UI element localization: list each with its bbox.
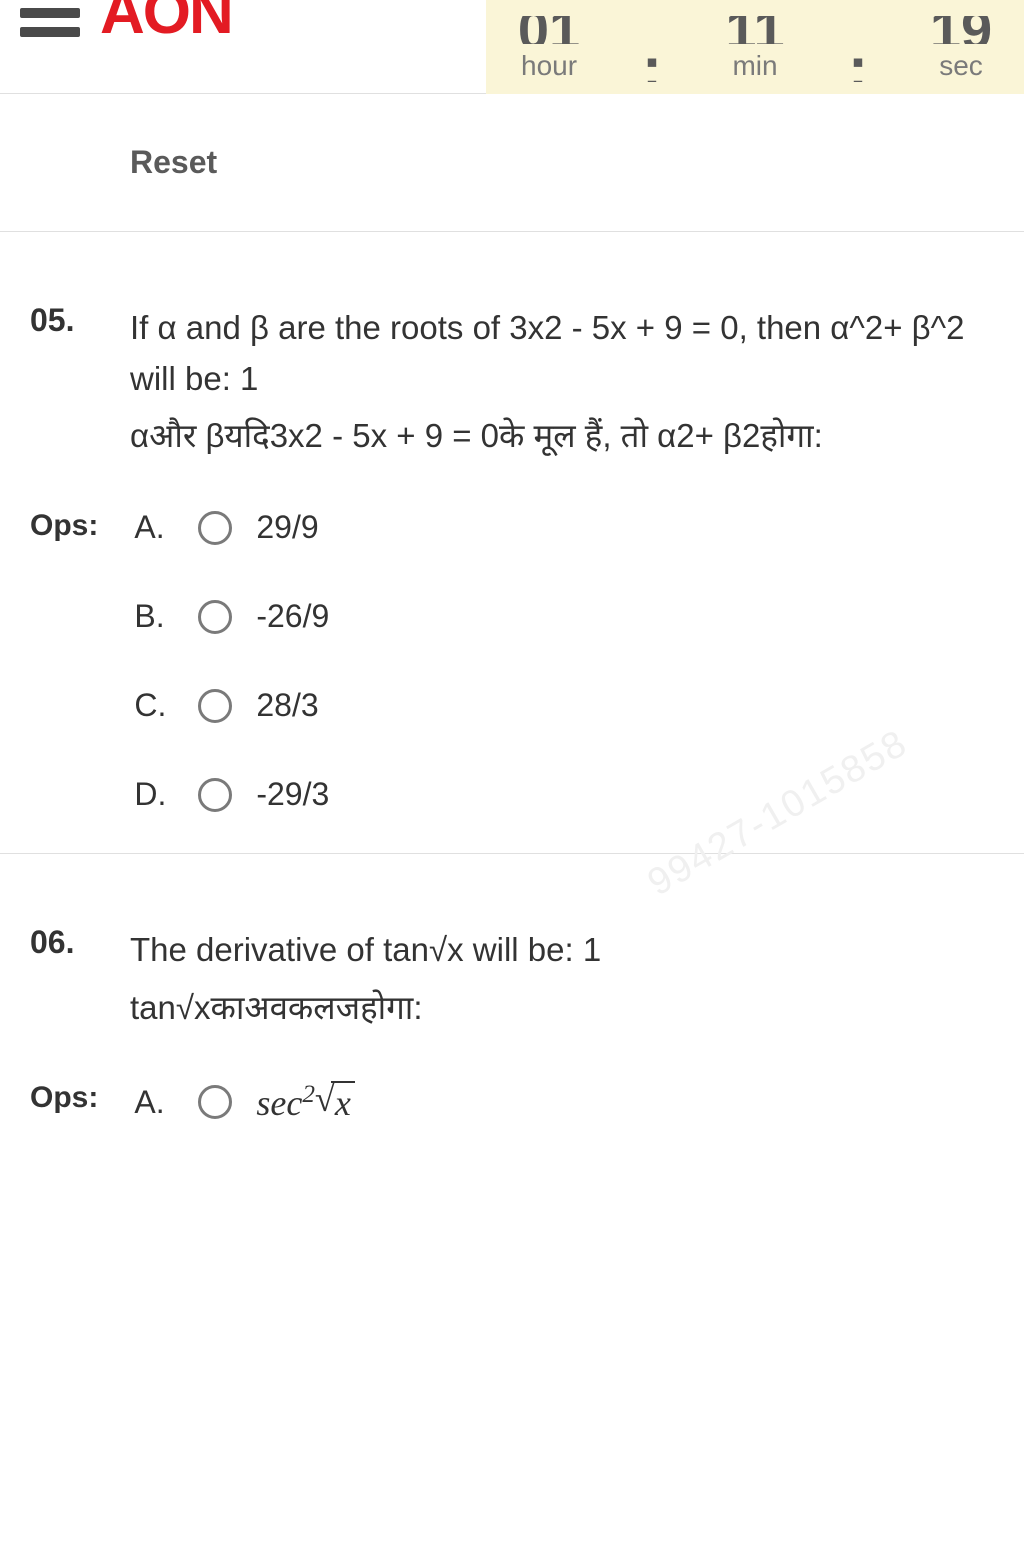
question-row: 06. The derivative of tan√x will be: 1 t…	[30, 924, 994, 1032]
option-text: 29/9	[256, 509, 318, 546]
option-d[interactable]: D. -29/3	[134, 776, 994, 813]
option-text: sec2√x	[256, 1081, 355, 1124]
logo: AON	[100, 0, 232, 37]
question-text-en: If α and β are the roots of 3x2 - 5x + 9…	[130, 302, 994, 404]
question-row: 05. If α and β are the roots of 3x2 - 5x…	[30, 302, 994, 461]
header-bar: AON 01 hour : 11 min : 19 sec	[0, 0, 1024, 94]
option-b[interactable]: B. -26/9	[134, 598, 994, 635]
question-number: 05.	[30, 302, 90, 461]
radio-icon[interactable]	[198, 778, 232, 812]
timer-hour-label: hour	[504, 50, 594, 82]
question-body: The derivative of tan√x will be: 1 tan√x…	[130, 924, 994, 1032]
timer-box: 01 hour : 11 min : 19 sec	[486, 0, 1024, 94]
option-letter: A.	[134, 509, 174, 546]
timer-sec: 19 sec	[916, 16, 1006, 82]
option-letter: A.	[134, 1084, 174, 1121]
timer-sec-label: sec	[916, 50, 1006, 82]
radio-icon[interactable]	[198, 1085, 232, 1119]
question-text-hi: tan√xकाअवकलजहोगा:	[130, 982, 994, 1033]
radio-icon[interactable]	[198, 511, 232, 545]
options-list: A. sec2√x	[134, 1081, 994, 1124]
timer-sep: :	[848, 54, 868, 82]
ops-label: Ops:	[30, 1081, 98, 1124]
options-list: A. 29/9 B. -26/9 C. 28/3 D. -29/3	[134, 509, 994, 813]
reset-section: Reset	[0, 94, 1024, 232]
option-text: -26/9	[256, 598, 329, 635]
option-a[interactable]: A. 29/9	[134, 509, 994, 546]
timer-min: 11 min	[710, 16, 800, 82]
timer-min-value: 11	[710, 16, 800, 44]
ops-row: Ops: A. sec2√x	[30, 1081, 994, 1124]
ops-label: Ops:	[30, 509, 98, 813]
question-number: 06.	[30, 924, 90, 1032]
option-letter: C.	[134, 687, 174, 724]
option-letter: B.	[134, 598, 174, 635]
question-05-section: 99427-1015858 05. If α and β are the roo…	[0, 232, 1024, 854]
option-c[interactable]: C. 28/3	[134, 687, 994, 724]
option-letter: D.	[134, 776, 174, 813]
reset-button[interactable]: Reset	[130, 144, 217, 181]
question-text-en: The derivative of tan√x will be: 1	[130, 924, 994, 975]
question-body: If α and β are the roots of 3x2 - 5x + 9…	[130, 302, 994, 461]
option-a[interactable]: A. sec2√x	[134, 1081, 994, 1124]
question-text-hi: αऔर βयदि3x2 - 5x + 9 = 0के मूल हैं, तो α…	[130, 410, 994, 461]
radio-icon[interactable]	[198, 689, 232, 723]
timer-sec-value: 19	[916, 16, 1006, 44]
ops-row: Ops: A. 29/9 B. -26/9 C. 28/3 D. -29/3	[30, 509, 994, 813]
option-text: -29/3	[256, 776, 329, 813]
option-text: 28/3	[256, 687, 318, 724]
timer-hour: 01 hour	[504, 16, 594, 82]
timer-hour-value: 01	[504, 16, 594, 44]
radio-icon[interactable]	[198, 600, 232, 634]
timer-sep: :	[642, 54, 662, 82]
question-06-section: 06. The derivative of tan√x will be: 1 t…	[0, 854, 1024, 1133]
timer-min-label: min	[710, 50, 800, 82]
menu-icon[interactable]	[20, 8, 80, 51]
